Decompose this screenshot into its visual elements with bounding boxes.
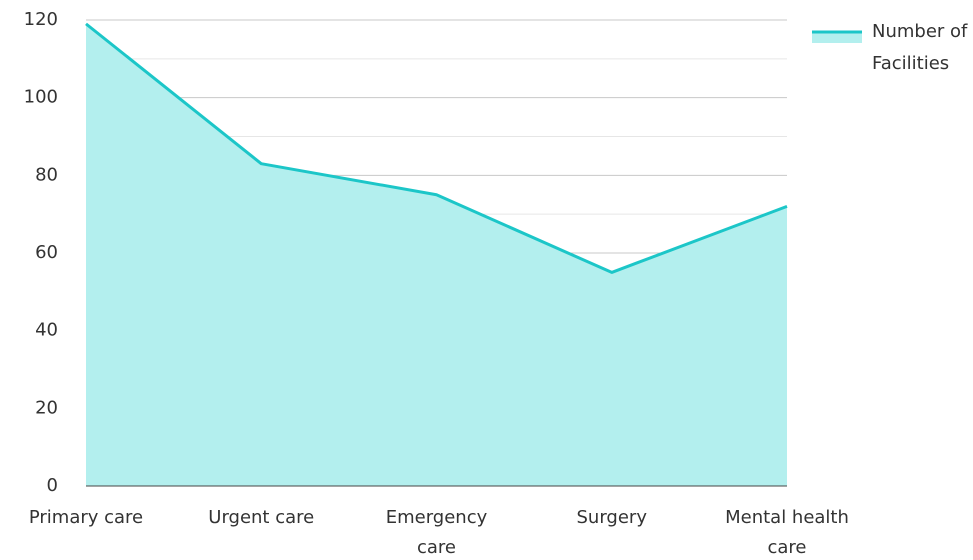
y-tick-label: 60 [35,242,58,263]
line [85,22,788,274]
y-tick-label: 100 [24,87,58,108]
area [86,23,787,487]
legend-swatch [812,32,862,43]
y-tick-label: 80 [35,164,58,185]
y-tick-label: 40 [35,320,58,341]
y-tick-label: 0 [47,475,58,496]
x-tick-label: Surgery [576,507,647,528]
legend-label: Number of Facilities [872,21,968,74]
x-tick-label: Emergency care [385,507,488,558]
x-tick-label: Urgent care [208,507,315,528]
x-tick-label: Mental health care [725,507,849,558]
x-tick-label: Primary care [28,507,144,528]
y-tick-label: 120 [24,9,58,30]
y-tick-label: 20 [35,397,58,418]
